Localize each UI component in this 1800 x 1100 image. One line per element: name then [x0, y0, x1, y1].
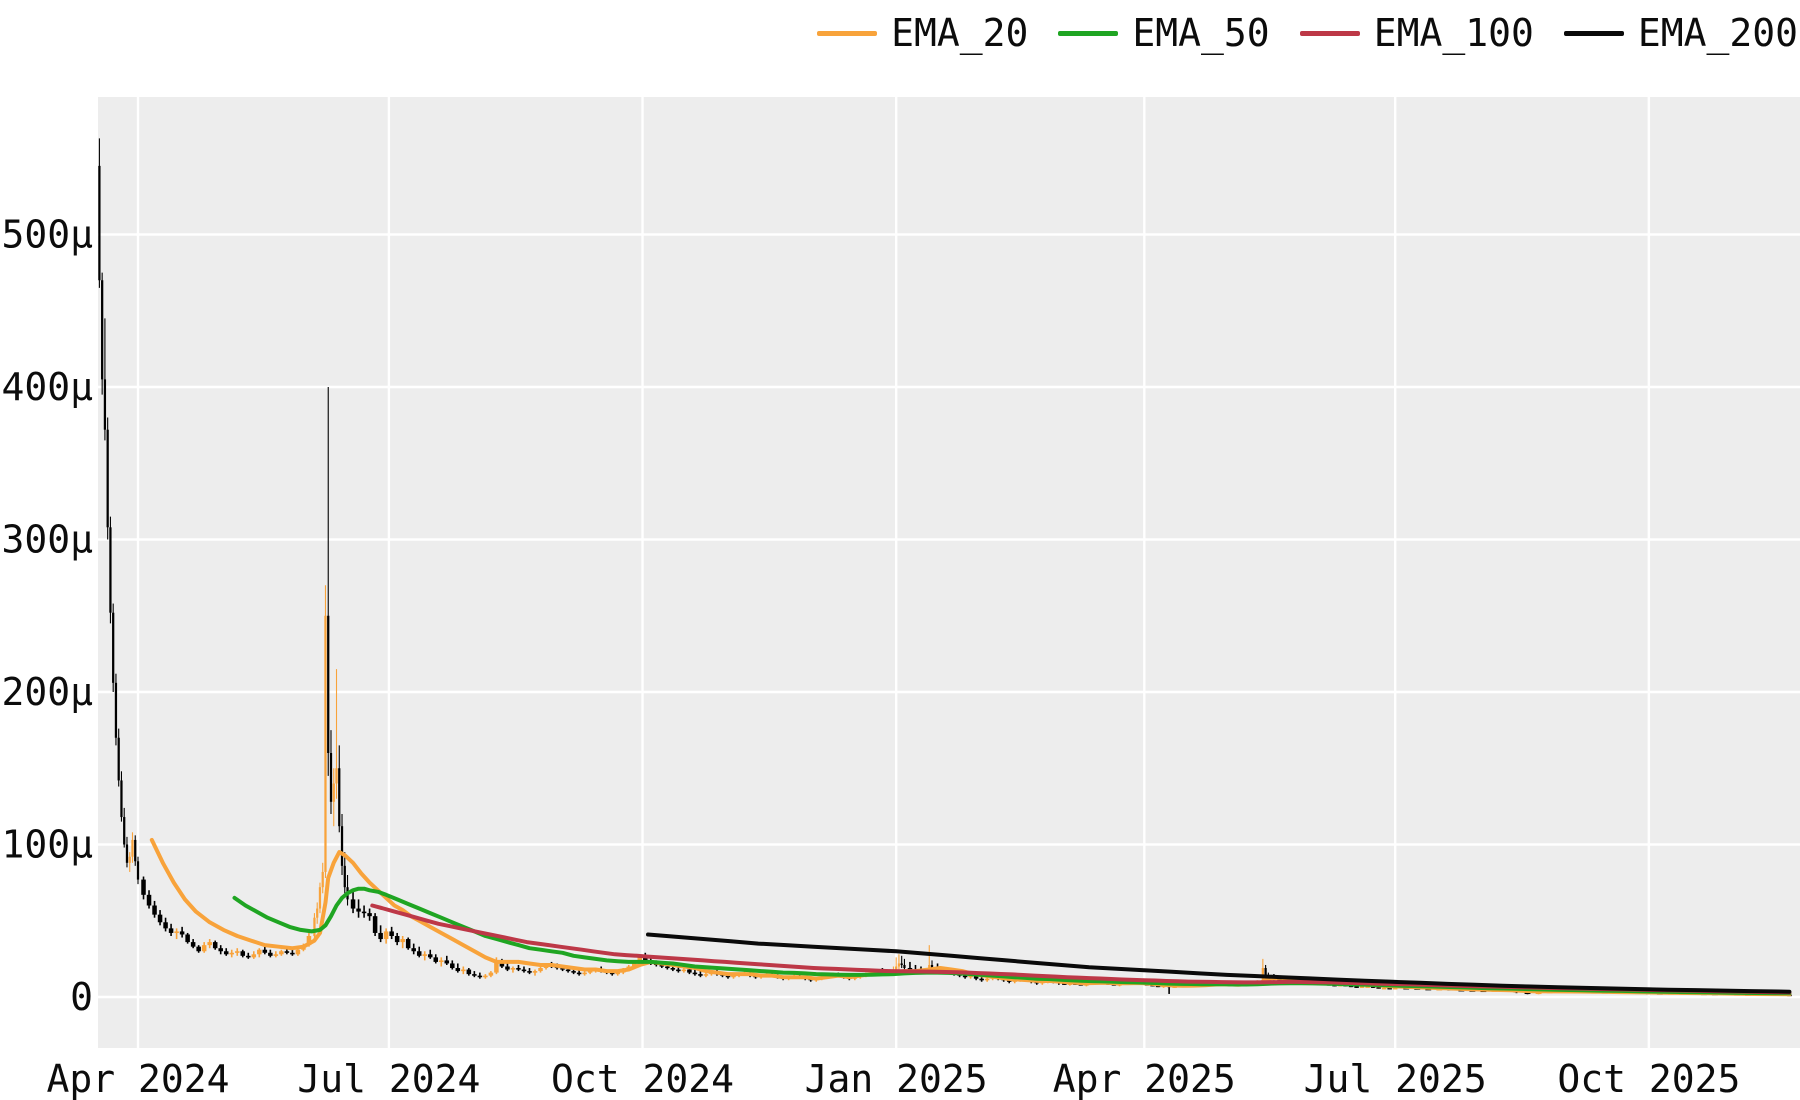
y-tick-label: 500µ	[1, 213, 93, 257]
y-tick-label: 400µ	[1, 365, 93, 409]
ema-20-swatch-icon	[817, 30, 878, 36]
ema-100-line	[370, 903, 1792, 995]
legend-label: EMA_20	[891, 11, 1029, 55]
legend-item-ema-200: EMA_200	[1563, 10, 1798, 56]
ema-200-swatch-icon	[1563, 30, 1624, 36]
grid-lines	[98, 97, 1800, 1048]
x-axis-tick-labels: Apr 2024 Jul 2024 Oct 2024 Jan 2025 Apr 2025…	[46, 1057, 1740, 1100]
y-tick-label: 0	[70, 975, 93, 1019]
x-tick-label: Oct 2025	[1557, 1057, 1740, 1100]
x-tick-label: Apr 2025	[1053, 1057, 1236, 1100]
legend-item-ema-50: EMA_50	[1058, 10, 1270, 56]
plot-area	[98, 97, 1800, 1048]
chart-legend: EMA_20 EMA_50 EMA_100 EMA_200	[817, 10, 1798, 56]
x-tick-label: Jan 2025	[805, 1057, 988, 1100]
x-tick-label: Oct 2024	[551, 1057, 734, 1100]
y-axis-tick-labels: 0 100µ 200µ 300µ 400µ 500µ	[1, 213, 93, 1020]
ema-100-swatch-icon	[1299, 30, 1360, 36]
y-tick-label: 100µ	[1, 823, 93, 867]
legend-item-ema-100: EMA_100	[1299, 10, 1534, 56]
y-tick-label: 300µ	[1, 518, 93, 562]
ema-200-line	[646, 932, 1792, 994]
legend-item-ema-20: EMA_20	[817, 10, 1028, 56]
x-tick-label: Jul 2024	[297, 1057, 480, 1100]
x-tick-label: Apr 2024	[46, 1057, 229, 1100]
ema-50-swatch-icon	[1058, 30, 1119, 36]
legend-label: EMA_200	[1637, 11, 1798, 55]
legend-label: EMA_100	[1373, 11, 1534, 55]
x-tick-label: Jul 2025	[1304, 1057, 1487, 1100]
legend-label: EMA_50	[1132, 11, 1270, 55]
y-tick-label: 200µ	[1, 670, 93, 714]
